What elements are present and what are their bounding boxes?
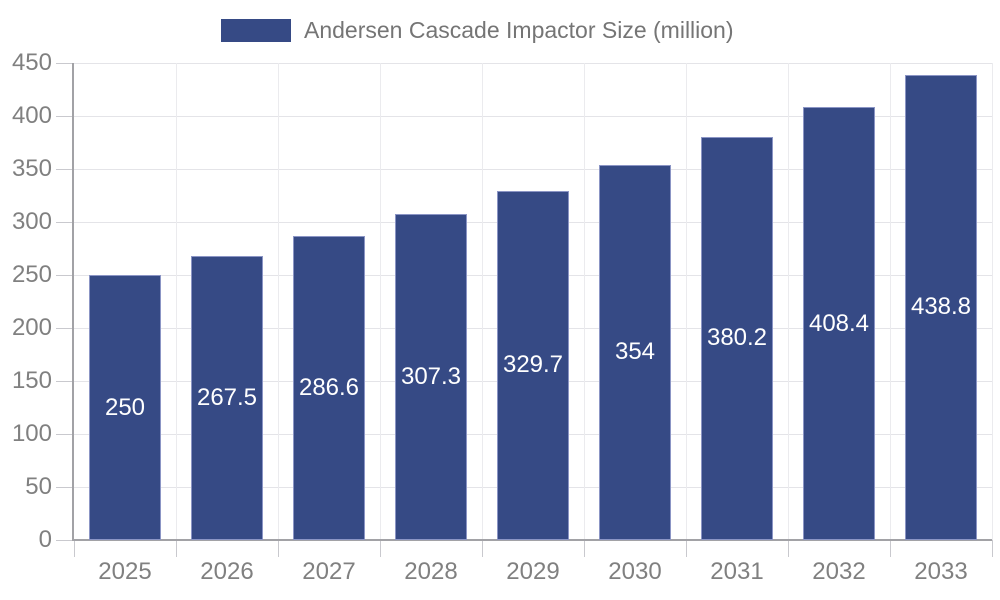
x-tick (584, 540, 585, 557)
bar-value-label: 408.4 (808, 310, 870, 337)
h-gridline (74, 169, 992, 170)
x-tick (482, 540, 483, 557)
x-tick (890, 540, 891, 557)
bar (395, 214, 467, 540)
y-tick (56, 222, 74, 223)
y-tick-label: 100 (11, 420, 52, 447)
y-tick (56, 63, 74, 64)
v-gridline (278, 63, 279, 540)
bar-value-label: 329.7 (502, 351, 564, 378)
y-tick-label: 250 (11, 261, 52, 288)
bar (803, 107, 875, 540)
h-gridline (74, 116, 992, 117)
legend-label: Andersen Cascade Impactor Size (million) (304, 17, 734, 43)
y-tick-label: 150 (11, 367, 52, 394)
bar (293, 236, 365, 540)
v-gridline (482, 63, 483, 540)
x-tick (278, 540, 279, 557)
bar (191, 256, 263, 540)
bar-value-label: 380.2 (706, 324, 768, 351)
y-tick (56, 381, 74, 382)
y-tick (56, 540, 74, 541)
y-axis-line (72, 63, 74, 540)
y-tick (56, 169, 74, 170)
x-tick-label: 2025 (98, 558, 152, 585)
bar-value-label: 267.5 (196, 384, 258, 411)
x-tick (74, 540, 75, 557)
y-tick-label: 50 (25, 473, 52, 500)
legend-swatch (221, 19, 291, 42)
x-tick-label: 2032 (812, 558, 866, 585)
chart-legend[interactable]: Andersen Cascade Impactor Size (million) (221, 17, 734, 44)
v-gridline (992, 63, 993, 540)
v-gridline (788, 63, 789, 540)
v-gridline (584, 63, 585, 540)
x-tick (788, 540, 789, 557)
v-gridline (686, 63, 687, 540)
bar (89, 275, 161, 540)
bar (905, 75, 977, 540)
bar-value-label: 250 (104, 394, 146, 421)
x-tick-label: 2026 (200, 558, 254, 585)
y-tick (56, 275, 74, 276)
x-tick-label: 2029 (506, 558, 560, 585)
y-tick (56, 328, 74, 329)
x-tick-label: 2030 (608, 558, 662, 585)
y-tick (56, 434, 74, 435)
y-tick-label: 300 (11, 208, 52, 235)
bar (599, 165, 671, 540)
x-tick (176, 540, 177, 557)
x-tick (686, 540, 687, 557)
bar-value-label: 438.8 (910, 293, 972, 320)
y-tick-label: 350 (11, 155, 52, 182)
x-tick (380, 540, 381, 557)
h-gridline (74, 63, 992, 64)
y-tick (56, 116, 74, 117)
bar (701, 137, 773, 540)
bar-value-label: 307.3 (400, 363, 462, 390)
x-tick-label: 2031 (710, 558, 764, 585)
bar-value-label: 354 (614, 338, 656, 365)
x-tick-label: 2028 (404, 558, 458, 585)
y-tick (56, 487, 74, 488)
x-tick-label: 2033 (914, 558, 968, 585)
v-gridline (176, 63, 177, 540)
bar (497, 191, 569, 540)
v-gridline (890, 63, 891, 540)
x-tick (992, 540, 993, 557)
y-tick-label: 450 (11, 49, 52, 76)
x-tick-label: 2027 (302, 558, 356, 585)
y-tick-label: 200 (11, 314, 52, 341)
v-gridline (380, 63, 381, 540)
y-tick-label: 0 (38, 526, 52, 553)
y-tick-label: 400 (11, 102, 52, 129)
x-axis-line (72, 539, 992, 541)
bar-value-label: 286.6 (298, 374, 360, 401)
